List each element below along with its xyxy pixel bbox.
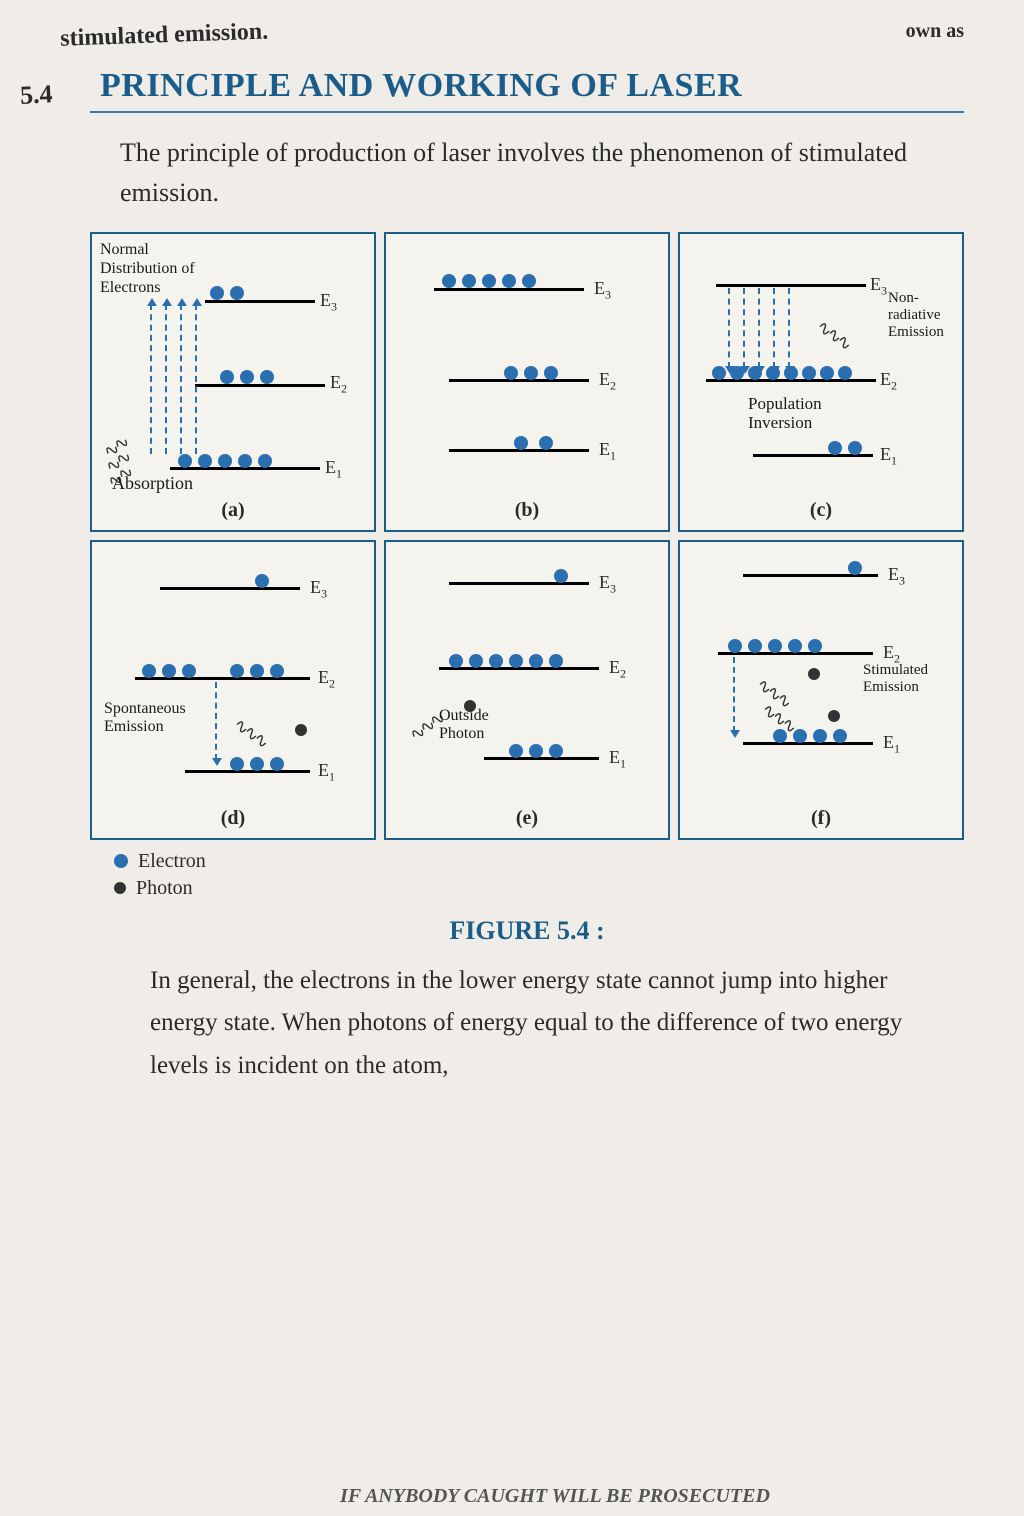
panel-f-right-label: StimulatedEmission [863, 662, 928, 697]
section-rule [90, 111, 964, 113]
panel-a-caption: (a) [92, 499, 374, 522]
figure-caption: FIGURE 5.4 : [90, 916, 964, 946]
section-number: 5.4 [19, 79, 53, 111]
panel-d-left-label: SpontaneousEmission [104, 700, 186, 737]
legend-photon: Photon [114, 877, 964, 900]
level-e2 [195, 384, 325, 387]
figure-grid: NormalDistribution ofElectrons E3 E2 E1 … [90, 232, 964, 840]
label-e1: E1 [325, 457, 342, 482]
label-e2: E2 [330, 372, 347, 397]
panel-a: NormalDistribution ofElectrons E3 E2 E1 … [90, 232, 376, 532]
top-right-fragment: own as [906, 20, 964, 43]
panel-e-annot: OutsidePhoton [439, 707, 489, 744]
panel-c-right-label: Non-radiativeEmission [888, 290, 944, 342]
panel-b: E3 E2 E1 (b) [384, 232, 670, 532]
legend-electron-label: Electron [138, 850, 206, 873]
intro-paragraph: The principle of production of laser inv… [120, 133, 954, 214]
panel-e-caption: (e) [386, 807, 668, 830]
figure-legend: Electron Photon [114, 850, 964, 900]
panel-a-label: Absorption [112, 473, 193, 494]
body-paragraph: In general, the electrons in the lower e… [150, 960, 954, 1088]
panel-d: E3 E2 E1 ∿∿∿ SpontaneousEmission (d) [90, 540, 376, 840]
bottom-warning: IF ANYBODY CAUGHT WILL BE PROSECUTED [340, 1485, 770, 1508]
label-e3: E3 [320, 290, 337, 315]
electron-icon [114, 854, 128, 868]
panel-f-caption: (f) [680, 807, 962, 830]
panel-d-caption: (d) [92, 807, 374, 830]
panel-b-caption: (b) [386, 499, 668, 522]
panel-c-bottom-label: PopulationInversion [748, 394, 822, 433]
legend-electron: Electron [114, 850, 964, 873]
panel-e: E3 E2 E1 ∿∿∿ OutsidePhoton (e) [384, 540, 670, 840]
panel-c: E3 E2 E1 ∿∿∿ Non-radiativeEmission Popul… [678, 232, 964, 532]
photon-icon [114, 882, 126, 894]
section-title: PRINCIPLE AND WORKING OF LASER [100, 67, 964, 105]
level-e3 [205, 300, 315, 303]
panel-c-caption: (c) [680, 499, 962, 522]
legend-photon-label: Photon [136, 877, 193, 900]
panel-f: E3 E2 E1 ∿∿∿ ∿∿∿ StimulatedEmission (f) [678, 540, 964, 840]
top-fragment-text: stimulated emission. [60, 0, 964, 53]
